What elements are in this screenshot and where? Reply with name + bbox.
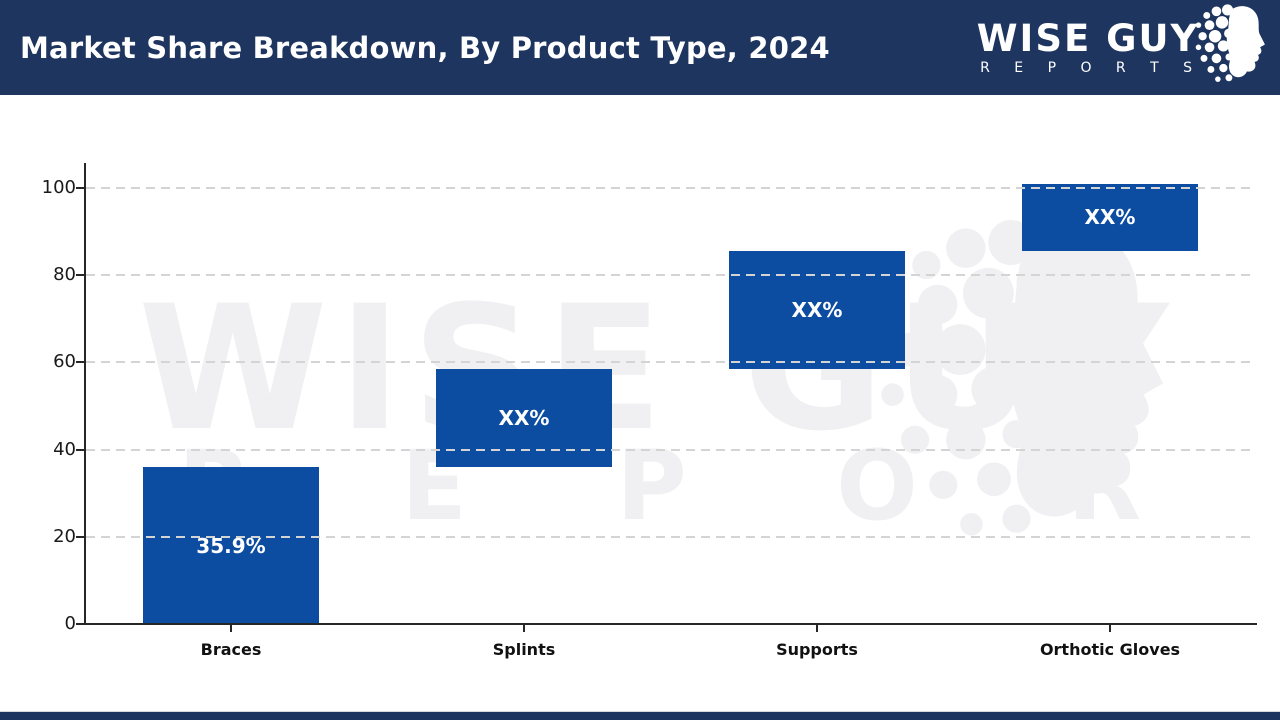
y-axis-spine: [84, 163, 86, 625]
x-axis-category-label: Orthotic Gloves: [1039, 640, 1181, 659]
gridline: [86, 448, 1256, 451]
x-axis-category-label: Braces: [200, 640, 262, 659]
logo-head-dots: [1195, 3, 1243, 82]
y-axis-tick-label: 100: [41, 177, 76, 198]
x-axis-tick-mark: [816, 625, 818, 632]
y-axis-tick-mark: [76, 448, 84, 451]
footer-bar: [0, 711, 1280, 720]
gridline: [86, 274, 1256, 277]
y-axis-tick-mark: [76, 361, 84, 364]
gridline: [86, 535, 1256, 538]
bar-splints: XX%: [436, 368, 612, 468]
watermark-head-icon: [881, 219, 1164, 536]
y-axis-tick-label: 60: [53, 351, 76, 373]
gridline: [86, 361, 1256, 364]
y-axis-tick-mark: [76, 274, 84, 277]
x-axis-tick-mark: [523, 625, 525, 632]
bar-value-label: XX%: [791, 297, 843, 322]
bar-orthotic-gloves: XX%: [1022, 184, 1198, 251]
logo-text: WISE GUY R E P O R T S: [974, 20, 1202, 75]
bar-value-label: XX%: [1084, 205, 1136, 230]
y-axis-tick-label: 40: [53, 438, 76, 460]
x-axis-category-label: Supports: [776, 640, 858, 659]
x-axis-tick-mark: [1109, 625, 1111, 632]
y-axis-tick-label: 80: [53, 264, 76, 286]
chart-title: Market Share Breakdown, By Product Type,…: [20, 30, 830, 65]
logo-face-profile: [1226, 5, 1265, 77]
bar-value-label: XX%: [498, 406, 550, 431]
x-axis-tick-mark: [230, 625, 232, 632]
bar-supports: XX%: [729, 250, 905, 369]
header-banner: Market Share Breakdown, By Product Type,…: [0, 0, 1280, 95]
x-axis-category-label: Splints: [492, 640, 556, 659]
x-axis-spine: [84, 623, 1257, 625]
y-axis-tick-label: 20: [53, 525, 76, 547]
wiseguy-logo: WISE GUY R E P O R T S: [974, 3, 1274, 93]
logo-reports-text: R E P O R T S: [980, 60, 1202, 76]
y-axis-tick-label: 0: [64, 613, 76, 634]
y-axis-tick-mark: [76, 623, 84, 625]
logo-head-icon: [1195, 3, 1265, 82]
y-axis-tick-mark: [76, 535, 84, 538]
y-axis-tick-mark: [76, 187, 84, 189]
bar-braces: 35.9%: [143, 467, 319, 624]
logo-wise-guy-text: WISE GUY: [976, 17, 1200, 60]
gridline: [86, 187, 1256, 189]
